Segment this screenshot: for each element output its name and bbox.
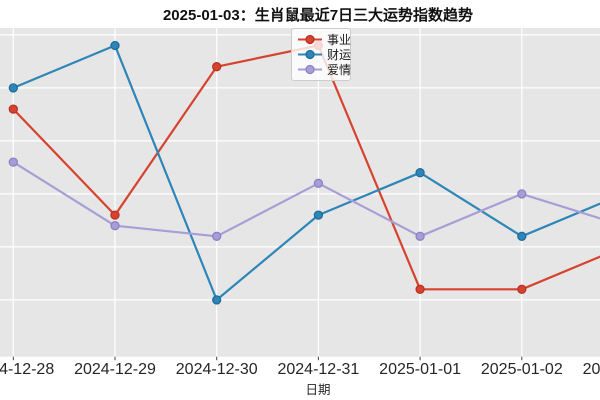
legend-label-love: 爱情 — [327, 63, 352, 77]
x-tick-label: 2024-12-28 — [0, 361, 55, 378]
x-tick-label: 2025-01-01 — [379, 361, 462, 378]
career-line-marker-icon — [298, 34, 322, 45]
x-axis-title: 日期 — [305, 383, 331, 397]
chart-title: 2025-01-03：生肖鼠最近7日三大运势指数趋势 — [162, 7, 474, 24]
wealth-line-marker-icon — [298, 49, 322, 60]
legend-label-career: 事业 — [327, 33, 352, 47]
x-tick-label: 2025-01-03 — [582, 361, 600, 378]
legend-item-wealth: 财运 — [297, 47, 351, 62]
x-tick-label: 2024-12-30 — [175, 361, 258, 378]
x-tick-label: 2024-12-31 — [277, 361, 360, 378]
x-tick-label: 2024-12-29 — [74, 361, 156, 378]
legend-item-love: 爱情 — [297, 62, 351, 77]
legend: 事业 财运 爱情 — [291, 28, 351, 81]
legend-item-career: 事业 — [297, 32, 351, 47]
love-line-marker-icon — [298, 64, 322, 75]
x-tick-label: 2025-01-02 — [480, 361, 563, 378]
legend-label-wealth: 财运 — [327, 48, 352, 62]
